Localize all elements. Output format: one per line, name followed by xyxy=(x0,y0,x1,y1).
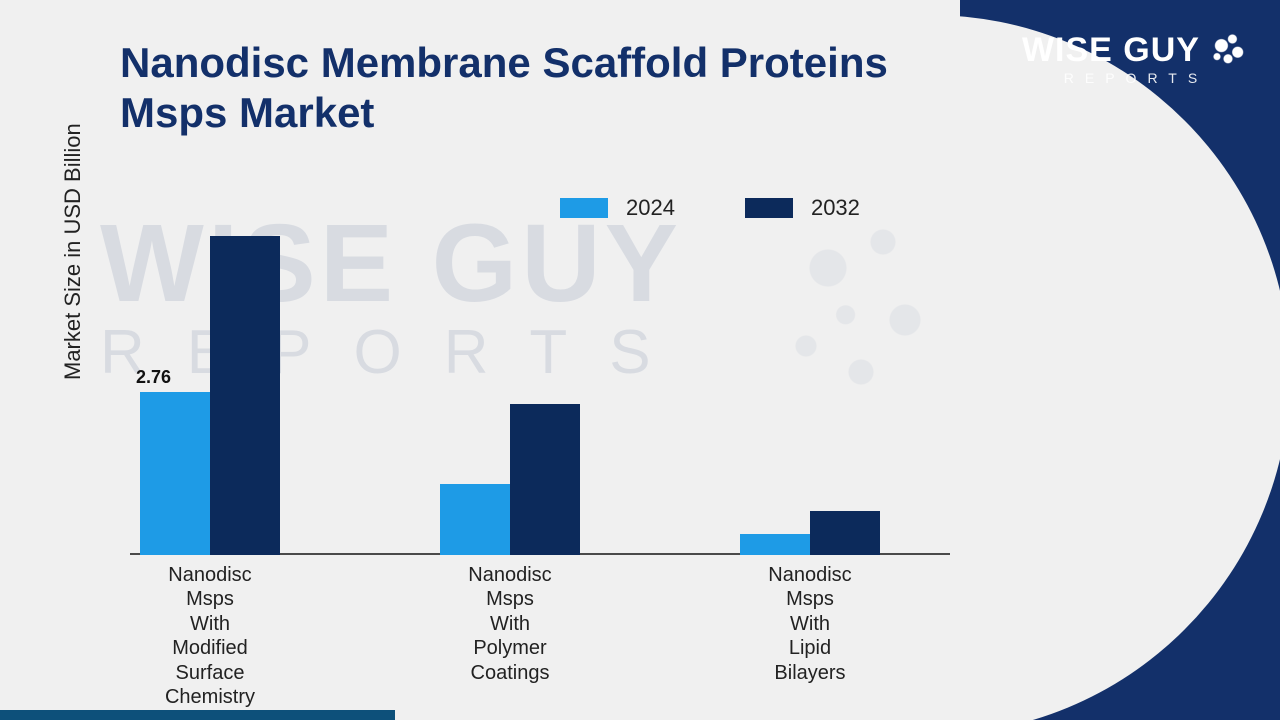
brand-line2: REPORTS xyxy=(1022,70,1250,86)
legend-item-2024: 2024 xyxy=(560,195,675,221)
legend: 2024 2032 xyxy=(560,195,860,221)
brand-logo: WISE GUY REPORTS xyxy=(1022,28,1250,86)
bar-2032 xyxy=(210,236,280,555)
bar-2032 xyxy=(510,404,580,555)
y-axis-label: Market Size in USD Billion xyxy=(60,123,86,380)
stage: WISE GUY REPORTS Nanodisc Membrane Scaff… xyxy=(0,0,1280,720)
chart-title: Nanodisc Membrane Scaffold Proteins Msps… xyxy=(120,38,900,137)
legend-swatch-2024 xyxy=(560,198,608,218)
category-label: NanodiscMspsWithModifiedSurfaceChemistry xyxy=(110,563,310,709)
legend-item-2032: 2032 xyxy=(745,195,860,221)
bar-2024 xyxy=(440,484,510,555)
bar-group: NanodiscMspsWithLipidBilayers xyxy=(740,511,880,555)
bar-value-label: 2.76 xyxy=(136,367,206,388)
brand-head-icon xyxy=(1206,28,1250,72)
legend-label-2024: 2024 xyxy=(626,195,675,221)
bar-2032 xyxy=(810,511,880,555)
legend-label-2032: 2032 xyxy=(811,195,860,221)
plot-area: 2.76NanodiscMspsWithModifiedSurfaceChemi… xyxy=(130,230,950,555)
category-label: NanodiscMspsWithPolymerCoatings xyxy=(410,563,610,685)
bottom-accent-bar xyxy=(0,710,395,720)
brand-line1: WISE GUY xyxy=(1022,31,1200,70)
bar-group: 2.76NanodiscMspsWithModifiedSurfaceChemi… xyxy=(140,236,280,555)
legend-swatch-2032 xyxy=(745,198,793,218)
bar-2024 xyxy=(740,534,810,555)
category-label: NanodiscMspsWithLipidBilayers xyxy=(710,563,910,685)
bar-group: NanodiscMspsWithPolymerCoatings xyxy=(440,404,580,555)
bar-2024 xyxy=(140,392,210,555)
